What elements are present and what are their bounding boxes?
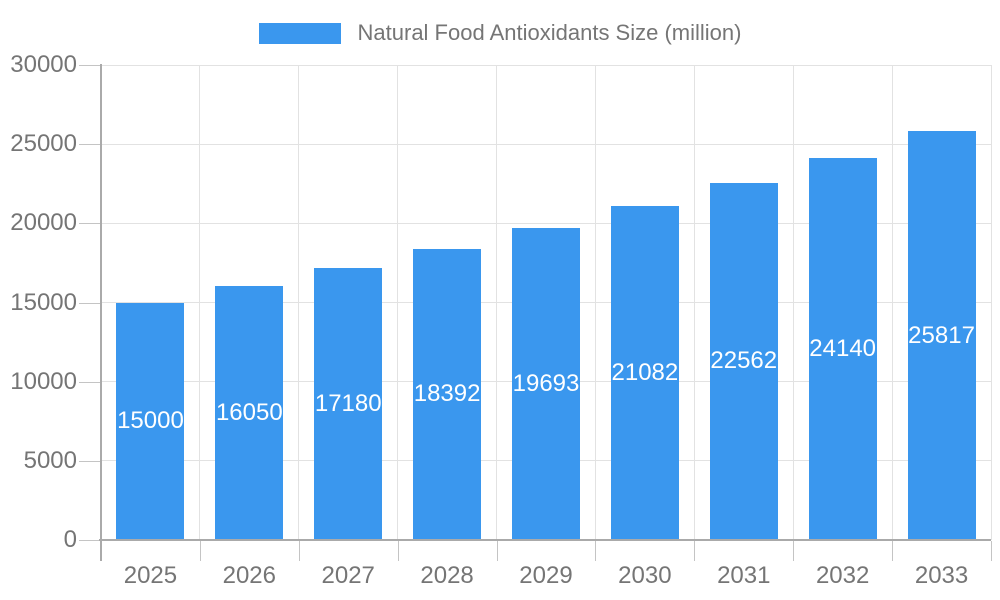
x-axis-label: 2026 [222,562,276,589]
bar-value-label: 15000 [117,407,184,435]
x-axis-label: 2033 [914,562,969,589]
y-tick-mark [79,302,101,304]
bar-2030[interactable]: 21082 [610,206,679,540]
x-axis-label: 2032 [815,562,870,589]
gridline-vertical [891,65,893,540]
y-axis-label: 15000 [10,288,77,316]
legend-item[interactable]: Natural Food Antioxidants Size (million) [0,19,1000,47]
x-tick-mark [694,541,696,561]
y-axis-label: 0 [63,526,77,553]
x-axis-label: 2029 [519,562,573,589]
y-axis-label: 30000 [10,51,77,78]
y-tick-mark [79,144,101,146]
y-axis-label: 10000 [10,367,77,395]
x-tick-mark [991,541,992,561]
bar-2026[interactable]: 16050 [215,285,284,540]
bar-value-label: 16050 [215,398,283,426]
y-axis-label: 20000 [10,209,77,237]
gridline-vertical [594,65,596,540]
x-tick-mark [595,541,597,561]
bar-2033[interactable]: 25817 [907,131,976,540]
y-tick-mark [79,223,101,225]
x-tick-mark [496,541,498,561]
bar-value-label: 17180 [314,389,382,417]
gridline-vertical [199,65,201,540]
gridline-horizontal [101,64,991,66]
bar-2029[interactable]: 19693 [512,228,580,540]
gridline-vertical [792,65,794,540]
bar-value-label: 21082 [611,359,679,387]
y-tick-mark [79,381,101,383]
bar-value-label: 24140 [809,334,877,362]
plot-area: 15000 16050 17180 18392 19693 21082 22562 24140… [101,64,992,540]
y-axis-label: 5000 [23,446,77,474]
bar-value-label: 18392 [413,380,481,408]
bar-2025[interactable]: 15000 [116,302,185,540]
bar-2028[interactable]: 18392 [413,248,482,540]
y-tick-mark [79,65,101,66]
bar-2032[interactable]: 24140 [808,157,877,540]
x-tick-mark [892,541,894,561]
gridline-vertical [990,65,992,540]
gridline-horizontal [101,143,991,145]
bar-2027[interactable]: 17180 [314,267,383,540]
y-tick-mark [79,540,101,541]
bar-value-label: 19693 [512,370,580,398]
x-axis-line [99,539,991,541]
y-tick-mark [79,460,101,462]
x-tick-mark [397,541,399,561]
y-axis-label: 25000 [10,130,77,158]
x-tick-mark [793,541,795,561]
bar-value-label: 25817 [908,321,975,349]
gridline-vertical [496,65,498,540]
x-axis-label: 2027 [321,562,375,589]
x-axis-label: 2028 [420,562,474,589]
gridline-vertical [693,65,695,540]
x-axis-label: 2025 [123,562,178,589]
x-tick-mark [298,541,300,561]
y-axis-line [100,64,102,561]
gridline-vertical [298,65,300,540]
legend-swatch-icon [258,22,341,44]
bar-2031[interactable]: 22562 [709,182,778,540]
x-tick-mark [199,541,201,561]
x-axis-label: 2031 [717,562,771,589]
gridline-vertical [397,65,399,540]
gridline-horizontal [101,222,991,224]
bar-value-label: 22562 [710,347,778,375]
x-axis-label: 2030 [618,562,672,589]
chart-title-legend-label: Natural Food Antioxidants Size (million) [357,20,742,45]
